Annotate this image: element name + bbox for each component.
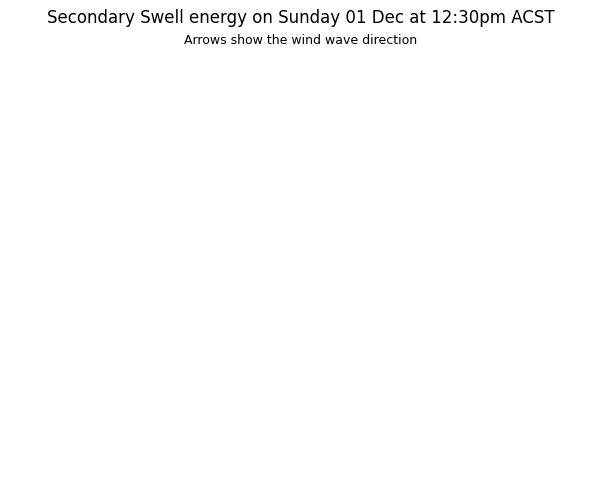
Text: cartopy required: cartopy required <box>243 264 358 278</box>
Text: Secondary Swell energy on Sunday 01 Dec at 12:30pm ACST: Secondary Swell energy on Sunday 01 Dec … <box>47 9 554 27</box>
Text: Arrows show the wind wave direction: Arrows show the wind wave direction <box>184 34 417 47</box>
